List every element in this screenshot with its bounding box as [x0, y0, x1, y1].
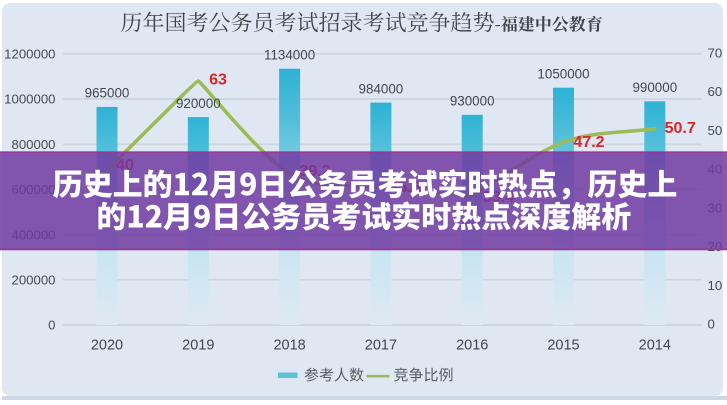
svg-text:2019: 2019 — [182, 338, 214, 354]
svg-text:2017: 2017 — [365, 338, 397, 354]
svg-text:10: 10 — [708, 278, 723, 293]
svg-text:990000: 990000 — [632, 80, 677, 95]
svg-text:2016: 2016 — [456, 338, 488, 354]
svg-text:2015: 2015 — [547, 338, 579, 354]
svg-text:800000: 800000 — [11, 137, 55, 152]
svg-text:965000: 965000 — [85, 86, 130, 101]
svg-text:47.2: 47.2 — [573, 134, 604, 151]
svg-text:2020: 2020 — [91, 338, 123, 354]
svg-text:2018: 2018 — [273, 338, 305, 354]
svg-text:0: 0 — [708, 317, 715, 332]
svg-text:930000: 930000 — [450, 94, 495, 109]
svg-text:70: 70 — [708, 46, 723, 61]
svg-text:63: 63 — [209, 72, 227, 89]
svg-text:984000: 984000 — [359, 81, 404, 96]
svg-text:1000000: 1000000 — [4, 92, 55, 107]
svg-text:1134000: 1134000 — [264, 47, 315, 62]
svg-text:200000: 200000 — [11, 273, 55, 288]
svg-text:2014: 2014 — [639, 338, 671, 354]
svg-text:50: 50 — [708, 123, 723, 138]
svg-text:50.7: 50.7 — [665, 120, 696, 137]
svg-text:1050000: 1050000 — [537, 66, 589, 81]
svg-text:0: 0 — [48, 318, 55, 333]
svg-text:920000: 920000 — [176, 96, 221, 111]
svg-text:1200000: 1200000 — [4, 47, 55, 62]
svg-text:60: 60 — [708, 84, 723, 99]
